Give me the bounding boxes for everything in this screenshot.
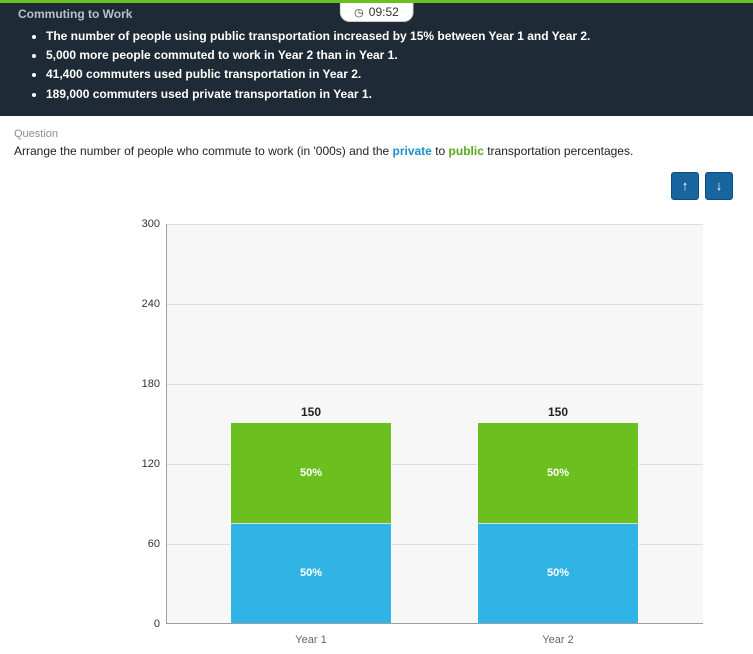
arrow-up-icon: ↑ [682,178,689,193]
grid-line [166,224,703,225]
y-tick-label: 300 [130,218,160,230]
y-tick-label: 120 [130,458,160,470]
bar-segment[interactable]: 50% [231,423,390,523]
x-tick-label: Year 2 [542,634,573,646]
clock-icon: ◷ [354,6,364,19]
arrow-down-icon: ↓ [716,178,723,193]
question-text-part: to [432,144,449,158]
grid-line [166,384,703,385]
chart-container: 15050%50%15050%50% 060120180240300Year 1… [0,206,753,654]
question-text-part: transportation percentages. [484,144,633,158]
question-label: Question [14,128,739,140]
private-word: private [393,144,432,158]
bar-total-label: 150 [231,405,390,419]
bar[interactable]: 15050%50% [477,424,638,624]
grid-line [166,304,703,305]
move-down-button[interactable]: ↓ [705,172,733,200]
bar-total-label: 150 [478,405,637,419]
y-tick-label: 0 [130,618,160,630]
arrange-controls: ↑ ↓ [0,162,753,206]
bar-segment[interactable]: 50% [478,423,637,523]
public-word: public [449,144,484,158]
y-tick-label: 180 [130,378,160,390]
timer-value: 09:52 [369,5,399,19]
stacked-bar-chart[interactable]: 15050%50%15050%50% 060120180240300Year 1… [130,224,703,654]
bullet-item: 41,400 commuters used public transportat… [46,65,735,84]
x-axis [166,623,703,624]
plot-area: 15050%50%15050%50% [166,224,703,624]
question-block: Question Arrange the number of people wh… [0,116,753,162]
y-tick-label: 240 [130,298,160,310]
y-tick-label: 60 [130,538,160,550]
question-text-part: Arrange the number of people who commute… [14,144,393,158]
bullet-item: 189,000 commuters used private transport… [46,85,735,104]
bar-segment[interactable]: 50% [231,523,390,623]
bullet-item: 5,000 more people commuted to work in Ye… [46,46,735,65]
info-banner: Commuting to Work ◷ 09:52 The number of … [0,0,753,116]
y-axis [166,224,167,624]
bullet-item: The number of people using public transp… [46,27,735,46]
question-text: Arrange the number of people who commute… [14,144,739,158]
bar[interactable]: 15050%50% [230,424,391,624]
bar-segment[interactable]: 50% [478,523,637,623]
x-tick-label: Year 1 [295,634,326,646]
bullet-list: The number of people using public transp… [18,27,735,104]
move-up-button[interactable]: ↑ [671,172,699,200]
timer-pill: ◷ 09:52 [339,3,414,22]
